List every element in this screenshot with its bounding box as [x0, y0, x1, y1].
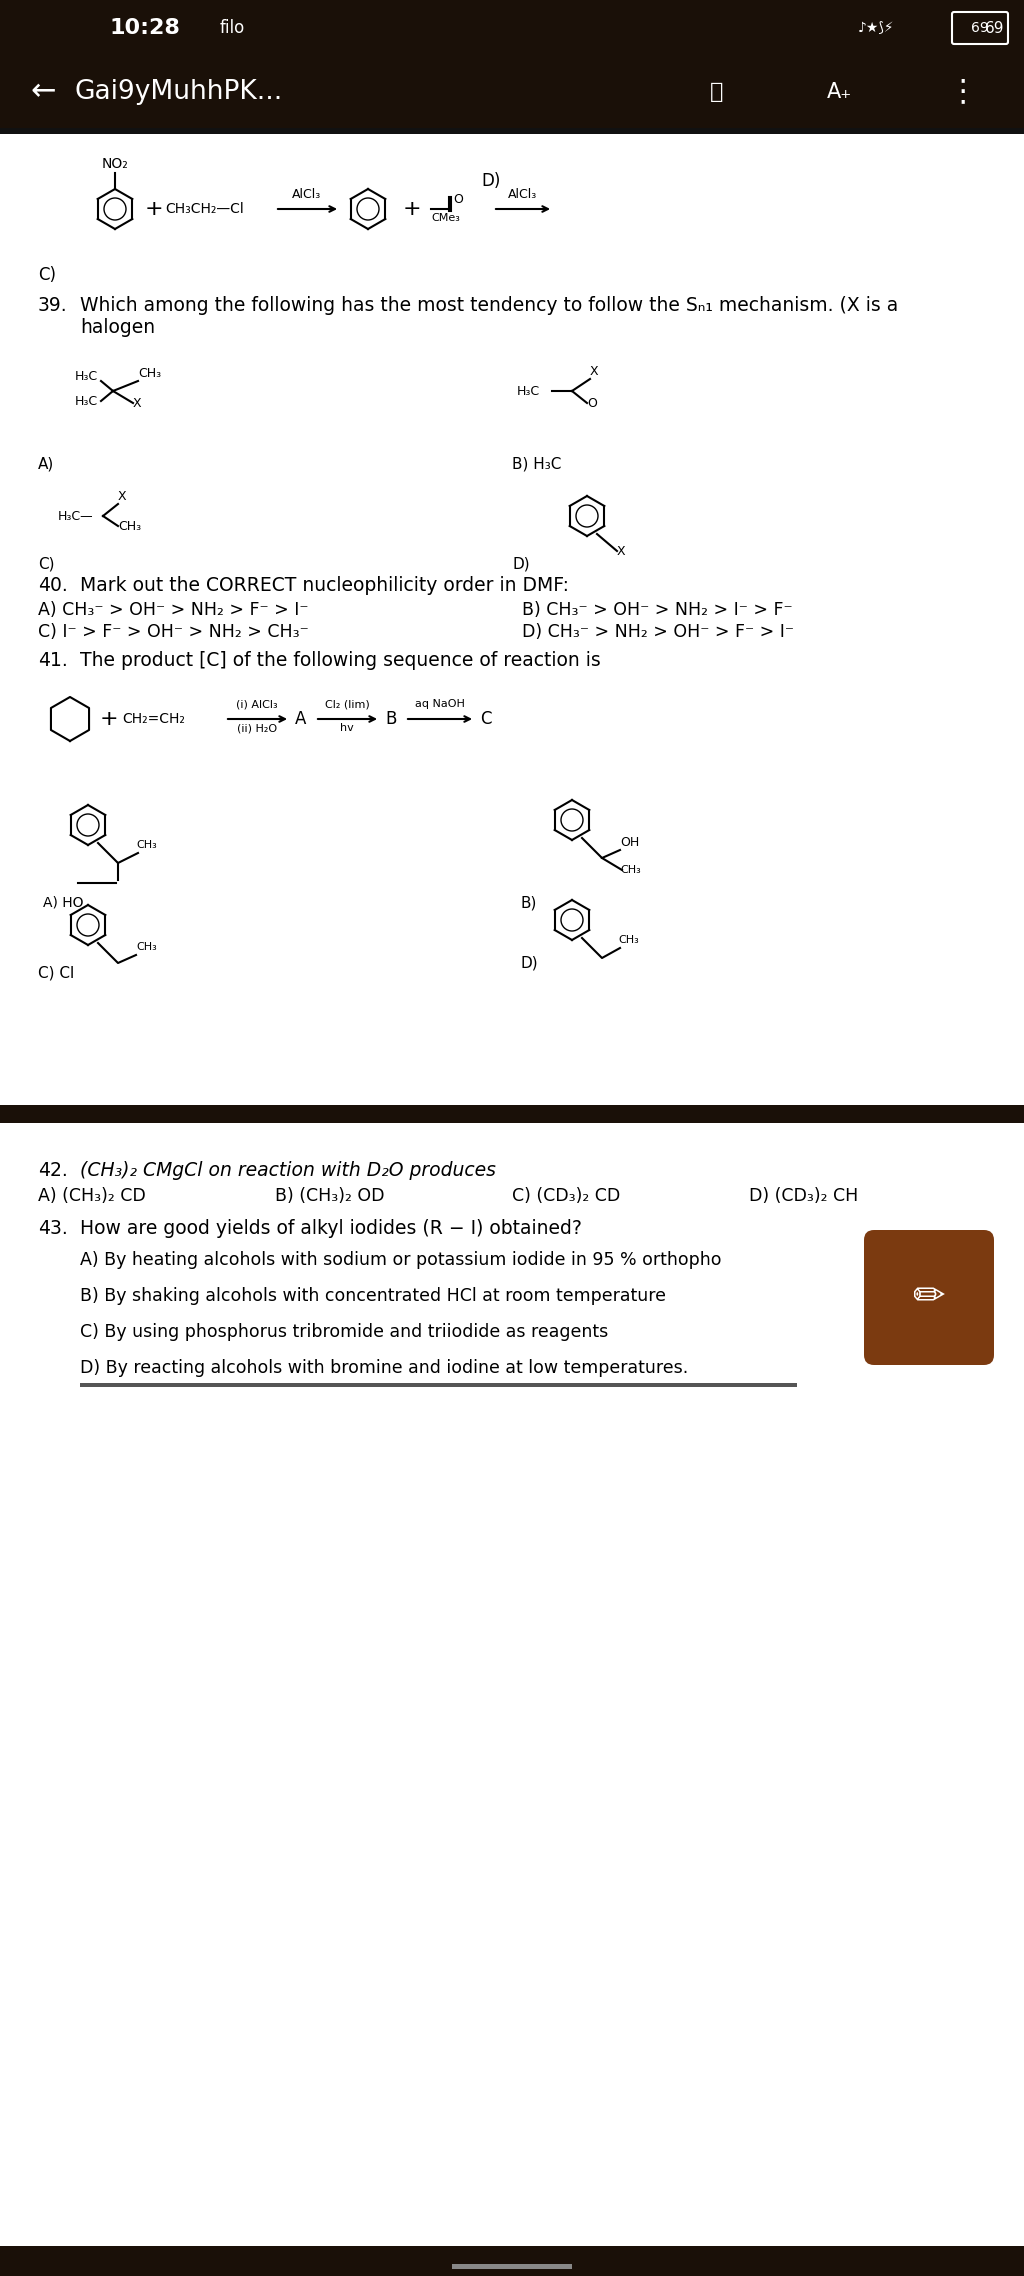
Text: H₃C—: H₃C— — [58, 510, 93, 523]
Text: C) I⁻ > F⁻ > OH⁻ > NH₂ > CH₃⁻: C) I⁻ > F⁻ > OH⁻ > NH₂ > CH₃⁻ — [38, 624, 309, 642]
Text: H₃C: H₃C — [75, 394, 98, 407]
Text: +: + — [145, 198, 164, 218]
Text: A): A) — [38, 455, 54, 471]
Text: NO₂: NO₂ — [101, 157, 128, 171]
Text: filo: filo — [220, 18, 246, 36]
Text: D): D) — [520, 956, 538, 970]
Text: D): D) — [512, 555, 529, 571]
Text: C): C) — [38, 266, 56, 284]
Text: 10:28: 10:28 — [110, 18, 181, 39]
Text: 39.: 39. — [38, 296, 68, 314]
Text: A: A — [295, 710, 306, 728]
Text: AlCl₃: AlCl₃ — [293, 189, 322, 200]
Text: ⋮: ⋮ — [947, 77, 978, 107]
Text: The product [C] of the following sequence of reaction is: The product [C] of the following sequenc… — [80, 651, 601, 669]
Text: 40.: 40. — [38, 576, 68, 594]
Text: How are good yields of alkyl iodides (R − I) obtained?: How are good yields of alkyl iodides (R … — [80, 1220, 582, 1238]
Bar — [0, 2246, 1024, 2276]
Text: ♪★⟆⚡: ♪★⟆⚡ — [857, 20, 894, 34]
Text: CH₃: CH₃ — [118, 519, 141, 533]
Text: 🔍: 🔍 — [710, 82, 724, 102]
Text: (i) AlCl₃: (i) AlCl₃ — [237, 699, 278, 710]
Text: 43.: 43. — [38, 1220, 68, 1238]
Text: D): D) — [481, 173, 501, 189]
Text: H₃C: H₃C — [75, 369, 98, 382]
Bar — [0, 1122, 1024, 2276]
Text: OH: OH — [620, 835, 639, 849]
Text: H₃C: H₃C — [517, 385, 540, 398]
Text: O: O — [453, 193, 463, 205]
Text: A) By heating alcohols with sodium or potassium iodide in 95 % orthopho: A) By heating alcohols with sodium or po… — [80, 1252, 722, 1270]
Text: Mark out the CORRECT nucleophilicity order in DMF:: Mark out the CORRECT nucleophilicity ord… — [80, 576, 569, 594]
Bar — [0, 0, 1024, 57]
Text: hv: hv — [340, 724, 354, 733]
Text: B) H₃C: B) H₃C — [512, 455, 561, 471]
Text: X: X — [617, 544, 626, 558]
Text: +: + — [100, 710, 119, 728]
Bar — [452, 2265, 572, 2269]
Text: C) (CD₃)₂ CD: C) (CD₃)₂ CD — [512, 1188, 621, 1204]
Text: C: C — [480, 710, 492, 728]
Text: C): C) — [38, 555, 54, 571]
Text: Gai9yMuhhPK...: Gai9yMuhhPK... — [75, 80, 284, 105]
Bar — [0, 1106, 1024, 1122]
Text: 69: 69 — [984, 20, 1004, 36]
Text: A₊: A₊ — [827, 82, 852, 102]
Text: B) By shaking alcohols with concentrated HCl at room temperature: B) By shaking alcohols with concentrated… — [80, 1286, 666, 1304]
Text: AlCl₃: AlCl₃ — [508, 189, 538, 200]
Text: D) By reacting alcohols with bromine and iodine at low temperatures.: D) By reacting alcohols with bromine and… — [80, 1359, 688, 1377]
Text: B): B) — [520, 894, 537, 910]
Text: B: B — [385, 710, 396, 728]
Text: CH₃: CH₃ — [620, 865, 641, 874]
Text: X: X — [118, 489, 127, 503]
Text: CH₃: CH₃ — [136, 840, 157, 849]
Text: CH₃: CH₃ — [136, 942, 157, 951]
Text: D) (CD₃)₂ CH: D) (CD₃)₂ CH — [749, 1188, 858, 1204]
Text: CH₃: CH₃ — [138, 366, 161, 380]
Text: A) HO: A) HO — [43, 894, 84, 908]
Text: +: + — [403, 198, 422, 218]
Text: Cl₂ (lim): Cl₂ (lim) — [325, 699, 370, 710]
Text: CH₃CH₂—Cl: CH₃CH₂—Cl — [165, 203, 244, 216]
Text: B) CH₃⁻ > OH⁻ > NH₂ > I⁻ > F⁻: B) CH₃⁻ > OH⁻ > NH₂ > I⁻ > F⁻ — [522, 601, 793, 619]
FancyBboxPatch shape — [864, 1229, 994, 1366]
Text: 41.: 41. — [38, 651, 68, 669]
Text: C) Cl: C) Cl — [38, 965, 75, 981]
Text: ✏️: ✏️ — [912, 1279, 945, 1316]
Text: ←: ← — [30, 77, 55, 107]
Text: CH₃: CH₃ — [618, 935, 639, 945]
Text: Which among the following has the most tendency to follow the Sₙ₁ mechanism. (X : Which among the following has the most t… — [80, 296, 898, 314]
Text: 42.: 42. — [38, 1161, 68, 1179]
Text: 69: 69 — [971, 20, 989, 34]
Text: X: X — [590, 364, 599, 378]
Text: halogen: halogen — [80, 319, 155, 337]
Text: A) (CH₃)₂ CD: A) (CH₃)₂ CD — [38, 1188, 145, 1204]
Text: (ii) H₂O: (ii) H₂O — [237, 724, 278, 733]
Text: A) CH₃⁻ > OH⁻ > NH₂ > F⁻ > I⁻: A) CH₃⁻ > OH⁻ > NH₂ > F⁻ > I⁻ — [38, 601, 308, 619]
Text: (CH₃)₂ CMgCl on reaction with D₂O produces: (CH₃)₂ CMgCl on reaction with D₂O produc… — [80, 1161, 496, 1179]
Text: D) CH₃⁻ > NH₂ > OH⁻ > F⁻ > I⁻: D) CH₃⁻ > NH₂ > OH⁻ > F⁻ > I⁻ — [522, 624, 794, 642]
Bar — [80, 1384, 797, 1386]
Text: O: O — [587, 396, 597, 410]
Text: CMe₃: CMe₃ — [431, 214, 460, 223]
Bar — [0, 127, 1024, 134]
Text: B) (CH₃)₂ OD: B) (CH₃)₂ OD — [275, 1188, 384, 1204]
Bar — [0, 57, 1024, 127]
Text: X: X — [133, 396, 141, 410]
Text: CH₂=CH₂: CH₂=CH₂ — [122, 712, 185, 726]
Text: aq NaOH: aq NaOH — [415, 699, 465, 710]
Text: C) By using phosphorus tribromide and triiodide as reagents: C) By using phosphorus tribromide and tr… — [80, 1322, 608, 1341]
